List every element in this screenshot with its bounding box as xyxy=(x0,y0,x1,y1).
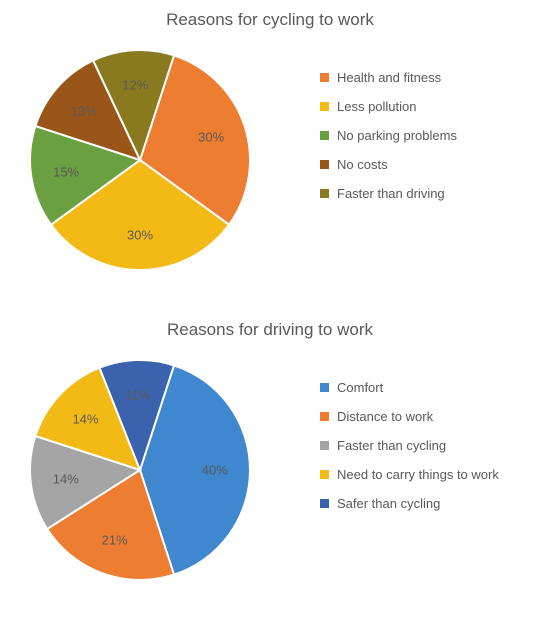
pie-chart: 40% 21% 14% 14% 11% xyxy=(30,360,250,580)
legend-label: Distance to work xyxy=(337,409,433,424)
legend-label: Less pollution xyxy=(337,99,417,114)
legend-label: Faster than driving xyxy=(337,186,445,201)
pie-chart: 30% 30% 15% 13% 12% xyxy=(30,50,250,270)
legend-item: Faster than driving xyxy=(320,186,457,201)
legend-item: Need to carry things to work xyxy=(320,467,499,482)
legend-swatch xyxy=(320,189,329,198)
legend-label: Health and fitness xyxy=(337,70,441,85)
legend-item: No parking problems xyxy=(320,128,457,143)
slice-label: 15% xyxy=(53,164,79,179)
legend-item: Health and fitness xyxy=(320,70,457,85)
legend-item: Faster than cycling xyxy=(320,438,499,453)
legend-item: Comfort xyxy=(320,380,499,395)
legend-swatch xyxy=(320,470,329,479)
legend-label: No costs xyxy=(337,157,388,172)
slice-label: 11% xyxy=(125,388,150,403)
legend-swatch xyxy=(320,412,329,421)
legend-swatch xyxy=(320,102,329,111)
legend-label: No parking problems xyxy=(337,128,457,143)
legend-item: Distance to work xyxy=(320,409,499,424)
slice-label: 13% xyxy=(71,103,97,118)
chart-title: Reasons for cycling to work xyxy=(0,0,540,30)
legend-swatch xyxy=(320,131,329,140)
legend-label: Need to carry things to work xyxy=(337,467,499,482)
legend-label: Comfort xyxy=(337,380,383,395)
slice-label: 40% xyxy=(202,463,228,478)
legend-swatch xyxy=(320,73,329,82)
legend-item: Less pollution xyxy=(320,99,457,114)
cycling-chart: Reasons for cycling to work 30% 30% 15% 13%… xyxy=(0,0,540,310)
legend-label: Safer than cycling xyxy=(337,496,440,511)
slice-label: 14% xyxy=(53,472,79,487)
legend-swatch xyxy=(320,383,329,392)
slice-label: 14% xyxy=(72,411,98,426)
slice-label: 21% xyxy=(102,533,128,548)
slice-label: 12% xyxy=(122,78,148,93)
driving-chart: Reasons for driving to work 40% 21% 14% 14%… xyxy=(0,310,540,620)
legend-swatch xyxy=(320,499,329,508)
slice-label: 30% xyxy=(198,129,224,144)
legend-item: No costs xyxy=(320,157,457,172)
legend-item: Safer than cycling xyxy=(320,496,499,511)
slice-label: 30% xyxy=(127,227,153,242)
chart-title: Reasons for driving to work xyxy=(0,310,540,340)
legend-label: Faster than cycling xyxy=(337,438,446,453)
legend-swatch xyxy=(320,441,329,450)
legend-swatch xyxy=(320,160,329,169)
legend: Comfort Distance to work Faster than cycli… xyxy=(320,380,499,525)
legend: Health and fitness Less pollution No parki… xyxy=(320,70,457,215)
